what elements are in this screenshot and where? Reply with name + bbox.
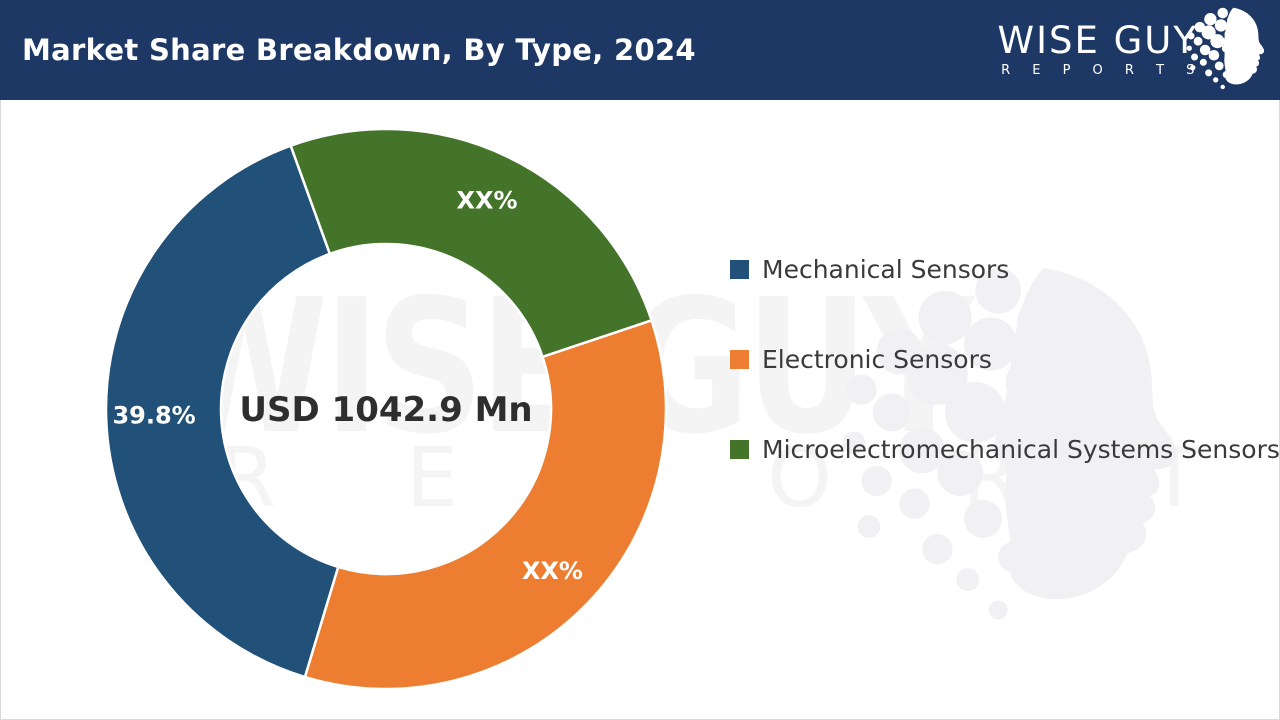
legend-item-mechanical-sensors: Mechanical Sensors (730, 254, 1279, 284)
donut-slice-electronic-sensors (303, 319, 668, 691)
header-bar: Market Share Breakdown, By Type, 2024 WI… (0, 0, 1280, 100)
legend-item-microelectromechanical-systems-sensors: Microelectromechanical Systems Sensors (730, 434, 1280, 464)
legend-label: Mechanical Sensors (762, 254, 1010, 284)
logo-subtext: R E P O R T S (1001, 63, 1204, 78)
chart-legend: Mechanical Sensors Electronic Sensors Mi… (730, 254, 1280, 464)
slice-value-label-microelectromechanical-systems-sensors: XX% (457, 187, 518, 215)
logo-wordmark: WISE GUY (997, 19, 1198, 62)
legend-swatch-microelectromechanical-systems-sensors (730, 439, 749, 459)
donut-chart: USD 1042.9 Mn 39.8% XX% XX% (104, 127, 668, 691)
legend-label: Electronic Sensors (762, 344, 992, 374)
donut-slice-microelectromechanical-systems-sensors (289, 127, 653, 359)
legend-label: Microelectromechanical Systems Sensors (762, 434, 1280, 464)
legend-swatch-mechanical-sensors (730, 259, 749, 279)
donut-center-label: USD 1042.9 Mn (239, 390, 532, 430)
chart-area: WISE GUY R E P O R T S USD 1042.9 Mn 39.… (0, 100, 1280, 720)
legend-item-electronic-sensors: Electronic Sensors (730, 344, 1279, 374)
slice-value-label-mechanical-sensors: 39.8% (112, 402, 195, 430)
slice-value-label-electronic-sensors: XX% (522, 557, 583, 585)
page-title: Market Share Breakdown, By Type, 2024 (22, 33, 696, 67)
legend-swatch-electronic-sensors (730, 349, 749, 369)
wise-guy-logo: WISE GUY R E P O R T S (998, 6, 1272, 94)
logo-text: WISE GUY R E P O R T S (998, 22, 1198, 78)
donut-slice-mechanical-sensors (104, 144, 340, 679)
